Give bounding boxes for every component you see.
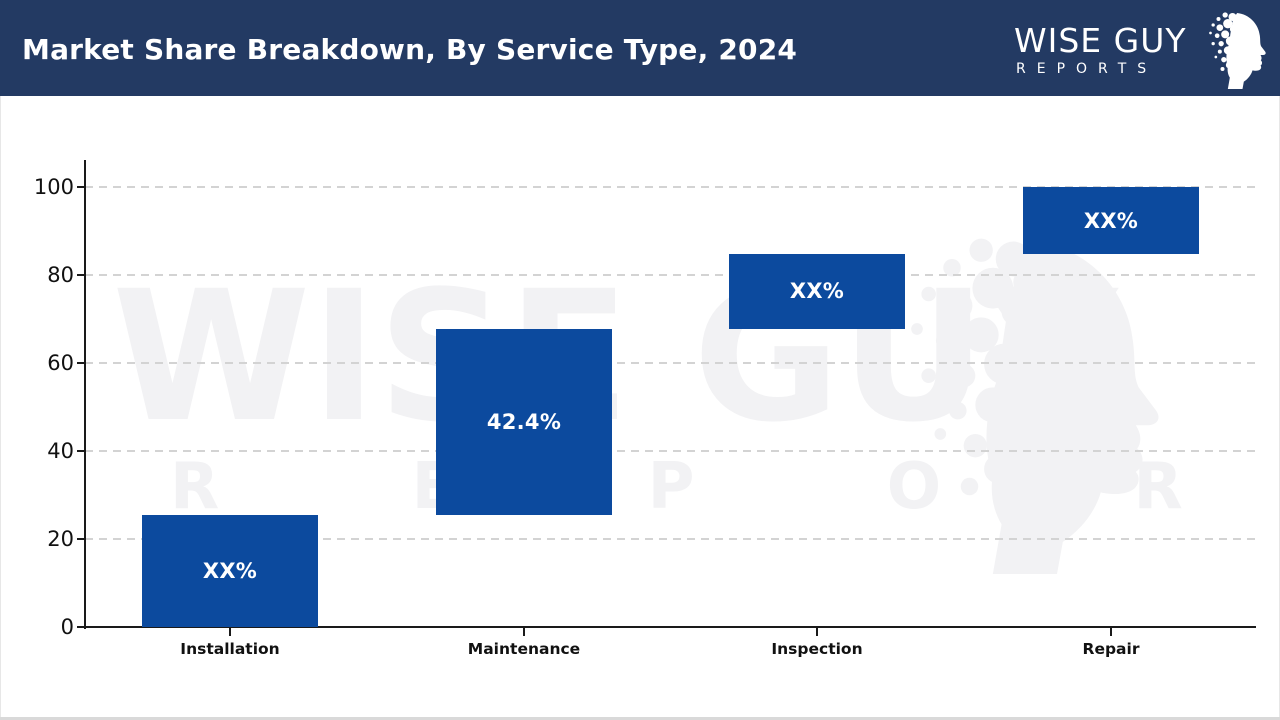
page-title: Market Share Breakdown, By Service Type,… [22, 33, 798, 66]
brand-logo: WISE GUY REPORTS [1010, 5, 1270, 93]
x-axis-label-installation: Installation [180, 640, 280, 658]
y-axis-tick [77, 362, 85, 364]
bar-value-label: XX% [202, 559, 258, 584]
x-axis-tick [229, 628, 231, 636]
logo-head-icon [1209, 12, 1266, 89]
bar-installation: XX% [142, 515, 318, 627]
y-tick-label: 100 [33, 175, 74, 199]
logo-sub: REPORTS [1016, 60, 1158, 77]
gridline-80 [85, 274, 1256, 276]
y-axis-line [84, 160, 86, 629]
frame-left-edge [0, 0, 1, 720]
y-axis-tick [77, 626, 85, 628]
bar-value-label: 42.4% [486, 409, 562, 434]
watermark-head-icon [911, 238, 1159, 574]
bar-maintenance: 42.4% [436, 328, 612, 516]
x-axis-tick [1110, 628, 1112, 636]
bar-value-label: XX% [789, 279, 845, 304]
bar-value-label: XX% [1083, 208, 1139, 233]
logo-wordmark: WISE GUY REPORTS [1014, 21, 1187, 77]
bar-repair: XX% [1023, 187, 1199, 255]
y-tick-label: 0 [60, 615, 74, 639]
y-axis-tick [77, 274, 85, 276]
header: Market Share Breakdown, By Service Type,… [0, 0, 1280, 96]
frame-bottom-edge [0, 717, 1280, 720]
bar-inspection: XX% [729, 254, 905, 329]
y-axis-tick [77, 538, 85, 540]
x-axis-label-maintenance: Maintenance [467, 640, 581, 658]
gridline-60 [85, 362, 1256, 364]
gridline-20 [85, 538, 1256, 540]
x-axis-tick [523, 628, 525, 636]
y-tick-label: 80 [47, 263, 74, 287]
y-tick-label: 60 [47, 351, 74, 375]
y-tick-label: 40 [47, 439, 74, 463]
watermark-wordmark: WISE GUY [112, 253, 1118, 462]
gridline-40 [85, 450, 1256, 452]
y-axis-tick [77, 450, 85, 452]
y-tick-label: 20 [47, 527, 74, 551]
y-axis-tick [77, 186, 85, 188]
logo-name: WISE GUY [1014, 21, 1187, 60]
x-axis-label-inspection: Inspection [771, 640, 863, 658]
x-axis-label-repair: Repair [1082, 640, 1140, 658]
x-axis-tick [816, 628, 818, 636]
gridline-100 [85, 186, 1256, 188]
x-axis-line [84, 626, 1256, 628]
